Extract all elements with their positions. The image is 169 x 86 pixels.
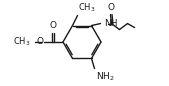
Text: NH: NH	[104, 19, 117, 28]
Text: CH$_3$: CH$_3$	[14, 36, 31, 48]
Text: O: O	[107, 3, 115, 12]
Text: CH$_3$: CH$_3$	[78, 1, 96, 14]
Text: NH$_2$: NH$_2$	[95, 70, 114, 83]
Text: O: O	[37, 37, 43, 47]
Text: O: O	[49, 22, 56, 31]
